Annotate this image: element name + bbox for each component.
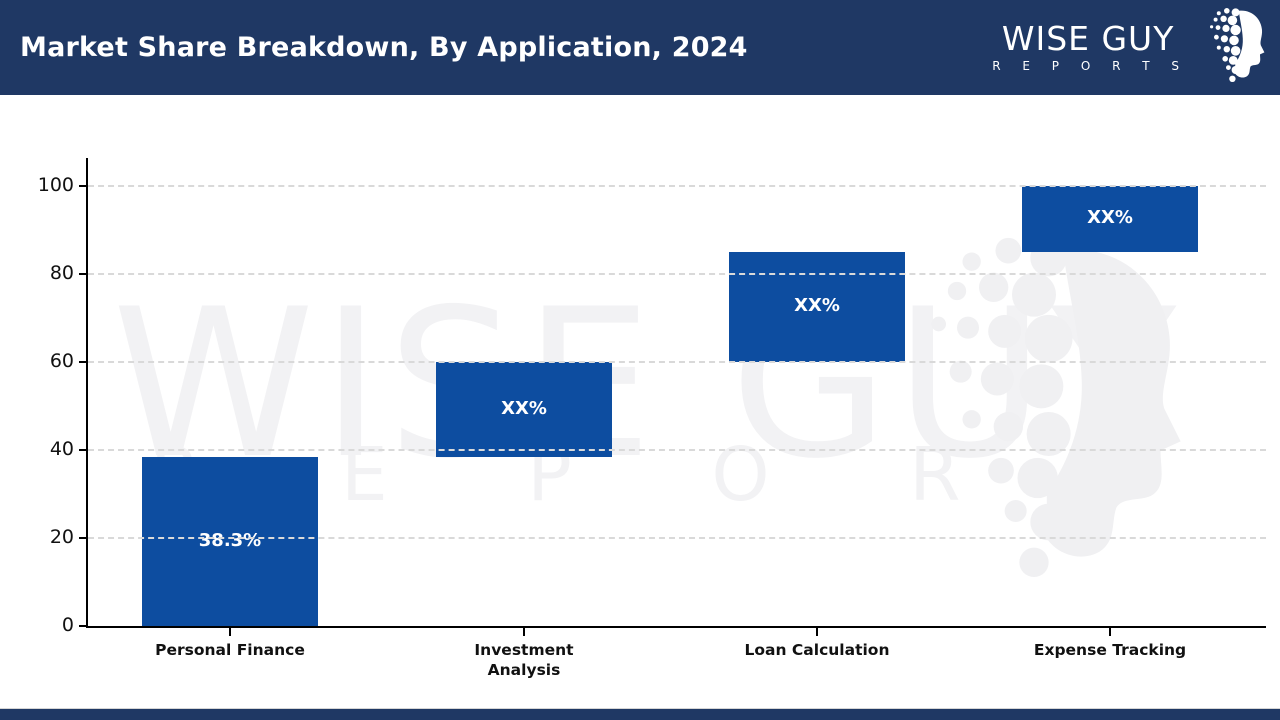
x-tick-1 <box>523 628 525 636</box>
x-tick-2 <box>816 628 818 636</box>
brand-name: WISE GUY <box>1001 19 1175 58</box>
bar-value-label: XX% <box>794 295 840 316</box>
y-tick-100 <box>79 185 88 187</box>
y-axis-line <box>86 158 88 628</box>
x-tick-3 <box>1109 628 1111 636</box>
bar-value-label: XX% <box>1087 207 1133 228</box>
bar-loan-calculation: XX% <box>729 252 905 362</box>
y-tick-label-80: 80 <box>49 262 74 284</box>
y-tick-label-60: 60 <box>49 350 74 372</box>
bar-expense-tracking: XX% <box>1022 186 1198 252</box>
y-tick-label-20: 20 <box>49 526 74 548</box>
bar-value-label: XX% <box>501 397 547 419</box>
brand-logo: WISE GUY R E P O R T S <box>988 5 1266 91</box>
x-axis-line <box>86 626 1266 628</box>
chart-title: Market Share Breakdown, By Application, … <box>20 32 748 63</box>
bar-personal-finance: 38.3% <box>142 457 318 626</box>
footer-bar <box>0 708 1280 720</box>
y-tick-label-0: 0 <box>61 614 74 636</box>
gridline-80 <box>88 273 1266 275</box>
gridline-40 <box>88 449 1266 451</box>
head-dots-logo-icon <box>1194 5 1266 91</box>
gridline-20 <box>88 537 1266 539</box>
bar-investment-analysis: XX% <box>436 362 612 458</box>
x-tick-label-2: Loan Calculation <box>744 641 890 659</box>
brand-subname: R E P O R T S <box>992 59 1188 73</box>
gridline-60 <box>88 361 1266 363</box>
brand-logo-text: WISE GUY R E P O R T S <box>988 22 1188 73</box>
y-tick-40 <box>79 449 88 451</box>
bar-value-label: 38.3% <box>198 529 262 551</box>
x-tick-label-3: Expense Tracking <box>1033 641 1187 659</box>
y-tick-label-100: 100 <box>37 174 74 196</box>
y-tick-80 <box>79 273 88 275</box>
watermark-head-dots-icon <box>858 222 1188 606</box>
y-tick-0 <box>79 625 88 627</box>
header-bar: Market Share Breakdown, By Application, … <box>0 0 1280 95</box>
x-tick-0 <box>229 628 231 636</box>
x-tick-label-1: Investment Analysis <box>474 641 574 679</box>
gridline-100 <box>88 185 1266 187</box>
x-tick-label-0: Personal Finance <box>155 641 305 659</box>
y-tick-label-40: 40 <box>49 438 74 460</box>
y-tick-20 <box>79 537 88 539</box>
y-tick-60 <box>79 361 88 363</box>
